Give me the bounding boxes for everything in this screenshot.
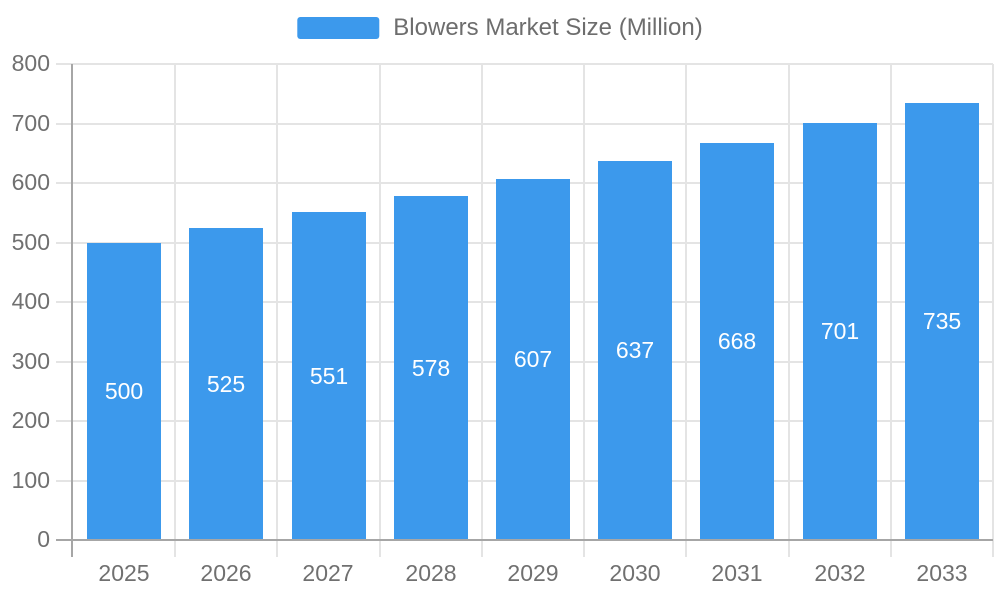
v-gridline xyxy=(276,64,279,557)
h-gridline xyxy=(56,63,993,65)
y-tick-label: 600 xyxy=(11,169,50,195)
bar-2033[interactable] xyxy=(905,102,979,540)
bar-2028[interactable] xyxy=(394,196,468,540)
y-tick-label: 100 xyxy=(11,466,50,493)
y-axis-line xyxy=(71,64,73,557)
bar-2027[interactable] xyxy=(292,212,366,540)
bar-value-label: 637 xyxy=(615,337,655,363)
v-gridline xyxy=(583,64,586,557)
bar-value-label: 607 xyxy=(513,346,553,372)
y-tick-label: 300 xyxy=(11,347,50,374)
bar-value-label: 668 xyxy=(717,328,757,354)
x-tick-label: 2029 xyxy=(507,560,559,586)
v-gridline xyxy=(787,64,790,557)
v-gridline xyxy=(992,64,994,557)
bar-2030[interactable] xyxy=(598,160,672,540)
bar-2029[interactable] xyxy=(496,178,570,540)
legend-label: Blowers Market Size (Million) xyxy=(393,14,703,41)
bar-value-label: 578 xyxy=(411,355,451,381)
y-tick-label: 500 xyxy=(11,228,50,255)
bar-2031[interactable] xyxy=(700,142,774,540)
legend-swatch xyxy=(297,17,380,39)
x-tick-label: 2028 xyxy=(405,560,457,586)
bar-2032[interactable] xyxy=(803,122,877,540)
h-gridline xyxy=(56,122,993,125)
bar-2025[interactable] xyxy=(87,242,161,540)
x-tick-label: 2033 xyxy=(916,560,968,586)
bar-value-label: 701 xyxy=(820,318,860,344)
x-tick-label: 2031 xyxy=(711,560,763,586)
bar-value-label: 551 xyxy=(309,363,349,389)
x-tick-label: 2032 xyxy=(814,560,866,586)
y-tick-label: 400 xyxy=(11,288,50,314)
bar-value-label: 735 xyxy=(922,308,962,334)
legend-item[interactable]: Blowers Market Size (Million) xyxy=(297,14,703,41)
v-gridline xyxy=(685,64,688,557)
bar-2026[interactable] xyxy=(189,227,263,540)
x-tick-label: 2030 xyxy=(609,560,661,586)
y-tick-label: 200 xyxy=(11,407,50,433)
x-tick-label: 2026 xyxy=(200,560,252,586)
bar-value-label: 500 xyxy=(104,378,144,404)
x-tick-label: 2025 xyxy=(98,560,150,586)
x-tick-label: 2027 xyxy=(302,560,354,586)
y-tick-label: 0 xyxy=(37,526,50,552)
v-gridline xyxy=(174,64,177,557)
x-axis-line xyxy=(56,539,993,541)
v-gridline xyxy=(480,64,483,557)
y-tick-label: 800 xyxy=(11,50,50,76)
y-tick-label: 700 xyxy=(11,109,50,136)
v-gridline xyxy=(889,64,892,557)
bar-value-label: 525 xyxy=(206,371,246,397)
v-gridline xyxy=(378,64,381,557)
